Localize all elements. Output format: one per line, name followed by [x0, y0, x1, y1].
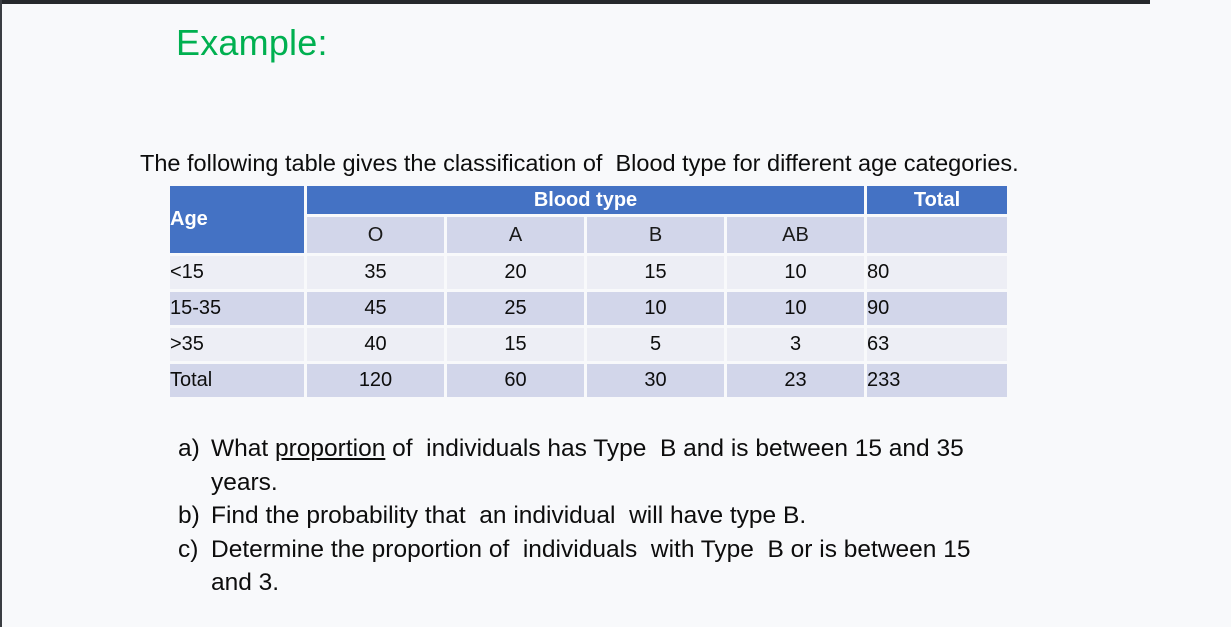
- question-a: a) What proportion of individuals has Ty…: [178, 432, 970, 499]
- total-header-cell: Total: [867, 186, 1007, 214]
- question-a-marker: a): [178, 435, 200, 462]
- table-total-row: Total 120 60 30 23 233: [170, 364, 1007, 397]
- blood-type-header-cell: Blood type: [307, 186, 864, 214]
- row-label-cell: <15: [170, 256, 304, 289]
- data-cell: 3: [727, 328, 864, 361]
- data-cell: 25: [447, 292, 584, 325]
- question-a-post: of individuals has Type B and is between…: [211, 435, 964, 496]
- row-total-cell: 63: [867, 328, 1007, 361]
- age-header-cell: Age: [170, 186, 304, 253]
- question-a-text: What proportion of individuals has Type …: [211, 432, 964, 499]
- row-label-cell: Total: [170, 364, 304, 397]
- table-row: 15-35 45 25 10 10 90: [170, 292, 1007, 325]
- question-b: b) Find the probability that an individu…: [178, 499, 970, 533]
- table-row: <15 35 20 15 10 80: [170, 256, 1007, 289]
- intro-text: The following table gives the classifica…: [140, 150, 1019, 176]
- data-cell: 45: [307, 292, 444, 325]
- question-b-text: Find the probability that an individual …: [211, 502, 807, 529]
- column-header-A: A: [447, 217, 584, 253]
- column-header-AB: AB: [727, 217, 864, 253]
- question-b-marker: b): [178, 502, 200, 529]
- table-row: >35 40 15 5 3 63: [170, 328, 1007, 361]
- questions-list: a) What proportion of individuals has Ty…: [178, 432, 970, 600]
- slide-title: Example:: [176, 22, 328, 63]
- data-cell: 35: [307, 256, 444, 289]
- data-cell: 10: [727, 256, 864, 289]
- column-header-O: O: [307, 217, 444, 253]
- row-total-cell: 80: [867, 256, 1007, 289]
- question-c-text: Determine the proportion of individuals …: [211, 535, 971, 597]
- table-subheader-row: O A B AB: [170, 217, 1007, 253]
- data-cell: 15: [587, 256, 724, 289]
- data-cell: 20: [447, 256, 584, 289]
- data-cell: 60: [447, 364, 584, 397]
- data-cell: 5: [587, 328, 724, 361]
- data-cell: 10: [587, 292, 724, 325]
- row-label-cell: >35: [170, 328, 304, 361]
- table-header-row: Age Blood type Total: [170, 186, 1007, 253]
- total-subheader-empty-cell: [867, 217, 1007, 253]
- column-header-B: B: [587, 217, 724, 253]
- question-c: c) Determine the proportion of individua…: [178, 533, 970, 600]
- data-cell: 10: [727, 292, 864, 325]
- data-cell: 23: [727, 364, 864, 397]
- blood-type-table-wrap: Age Blood type Total O A B AB <15 35 20 …: [167, 183, 1010, 400]
- row-total-cell: 90: [867, 292, 1007, 325]
- row-total-cell: 233: [867, 364, 1007, 397]
- blood-type-table: Age Blood type Total O A B AB <15 35 20 …: [167, 183, 1010, 400]
- window-top-border: [0, 0, 1150, 4]
- data-cell: 30: [587, 364, 724, 397]
- data-cell: 40: [307, 328, 444, 361]
- data-cell: 15: [447, 328, 584, 361]
- question-a-pre: What: [211, 435, 275, 462]
- data-cell: 120: [307, 364, 444, 397]
- question-c-marker: c): [178, 535, 199, 563]
- question-a-underlined-word: proportion: [275, 435, 386, 462]
- window-left-border: [0, 0, 2, 627]
- row-label-cell: 15-35: [170, 292, 304, 325]
